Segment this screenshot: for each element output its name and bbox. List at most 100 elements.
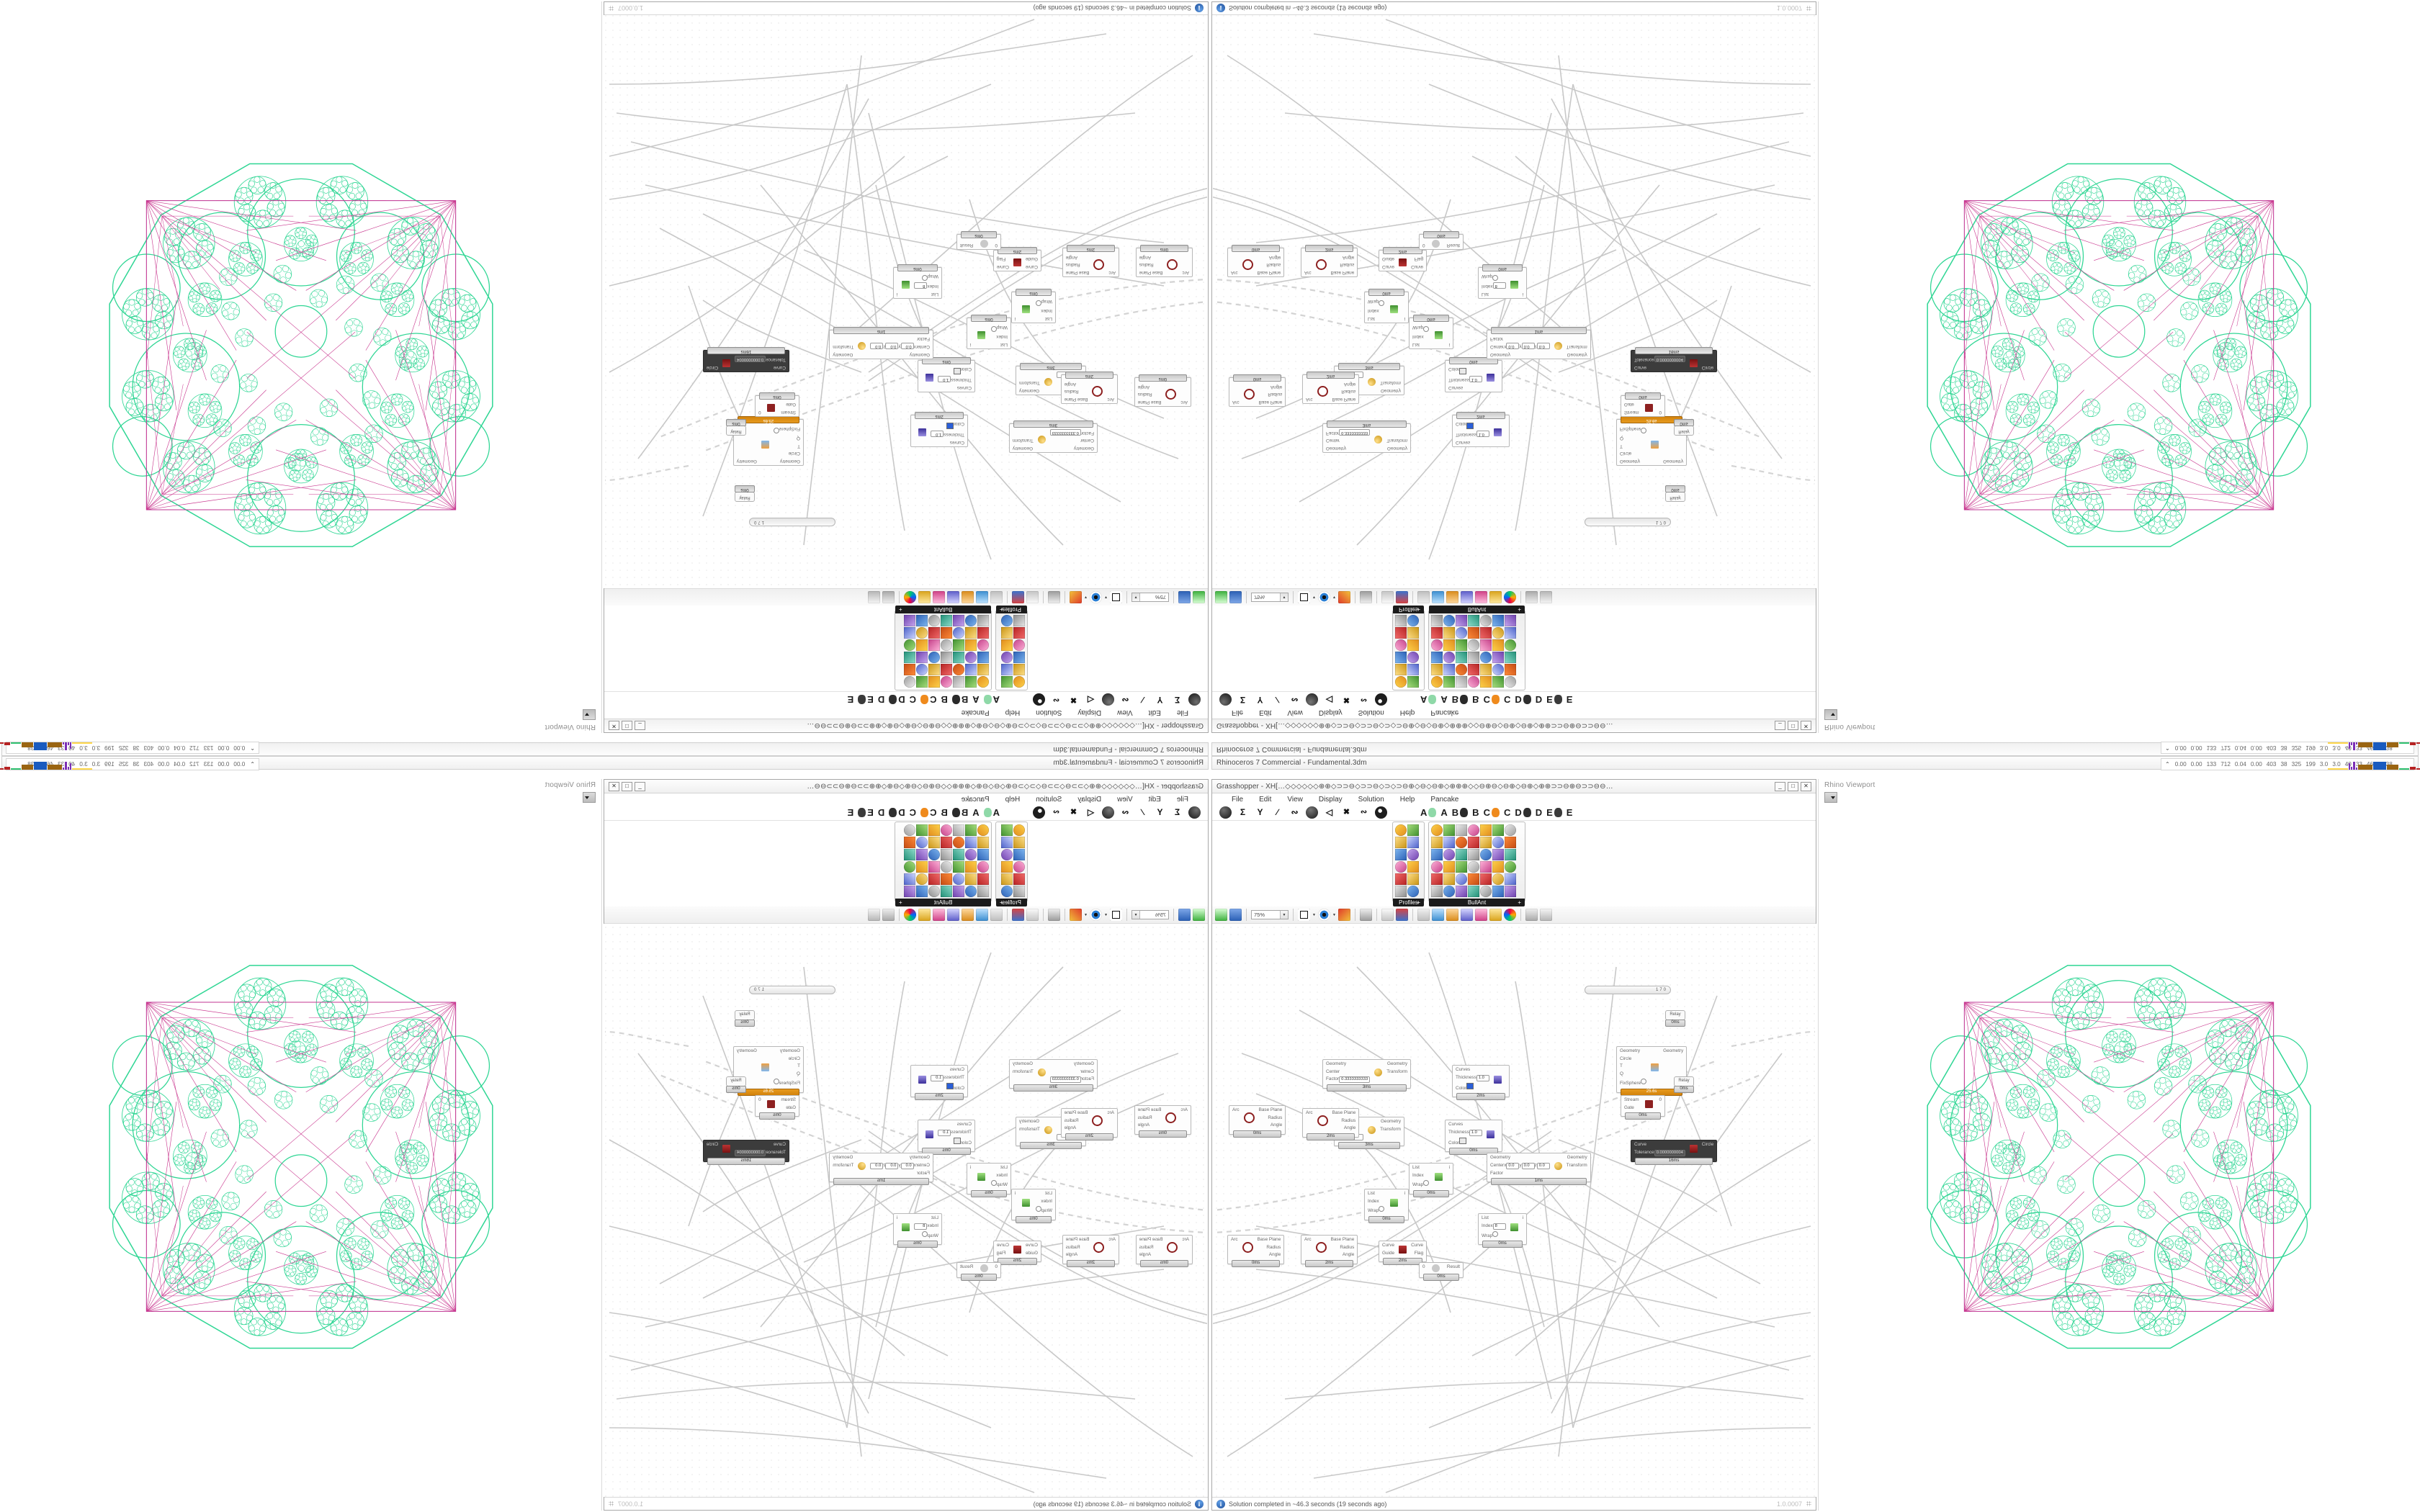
center-axis-field[interactable]: 0.0 [870, 343, 884, 350]
panel-bullant-expand-icon[interactable]: + [1518, 899, 1521, 906]
node-output-param[interactable]: Transform [1566, 1162, 1587, 1168]
preview-chevron-icon[interactable]: ▼ [1332, 912, 1336, 917]
center-axis-field[interactable]: 0.0 [1521, 343, 1535, 350]
gh-maximize-button[interactable]: □ [1788, 781, 1798, 791]
gh-minimize-button[interactable]: _ [1775, 721, 1785, 731]
bullant-icon-2-5[interactable] [916, 652, 928, 663]
relay-2[interactable]: Relay [1665, 1010, 1685, 1020]
bullant-icon-3-5[interactable] [916, 861, 928, 873]
node-output-param[interactable]: 0 [758, 410, 761, 415]
bullant-icon-0-5[interactable] [1492, 824, 1504, 836]
sketch-icon[interactable] [1359, 591, 1372, 603]
arc-deconstruct-1[interactable]: Arc Base Plane Radius Angle 0ms [1134, 1105, 1191, 1138]
bullant-icon-0-6[interactable] [904, 824, 915, 836]
chevron-down-icon[interactable]: ▼ [1132, 911, 1140, 919]
menu-item-display[interactable]: Display [1318, 708, 1343, 717]
boolean-toggle[interactable] [1492, 275, 1499, 282]
node-input-param[interactable]: Color [1448, 1137, 1482, 1147]
bullant-icon-0-0[interactable] [1431, 676, 1443, 688]
profiles-icon-4-0[interactable] [1395, 873, 1407, 885]
bullant-icon-0-6[interactable] [1505, 824, 1516, 836]
node-output-param[interactable]: Geometry [833, 1155, 853, 1160]
center-axis-field[interactable]: 0.0 [900, 1162, 914, 1169]
node-output-param[interactable]: Base Plane [1137, 1107, 1162, 1112]
node-output-param[interactable]: Result [960, 243, 974, 248]
save-document-icon[interactable] [1178, 909, 1191, 921]
bake-icon[interactable] [1070, 591, 1083, 603]
node-output-param[interactable]: Radius [1065, 1244, 1080, 1250]
rhino-viewport[interactable]: Rhino Viewport [1, 1, 602, 733]
plugin-tab-a[interactable]: A [1420, 807, 1437, 818]
plugin-tab-c[interactable]: C [1484, 694, 1500, 705]
node-input-param[interactable]: Center [1326, 437, 1370, 444]
node-input-param[interactable]: Color [938, 366, 972, 375]
profiles-icon-grid[interactable] [1395, 824, 1422, 897]
bullant-icon-3-5[interactable] [916, 639, 928, 651]
node-input-param[interactable]: Arc [1180, 399, 1188, 405]
tab-icon-curve[interactable]: ∾ [1289, 806, 1301, 819]
node-output-param[interactable]: Geometry [1567, 1155, 1587, 1160]
tab-icon-maths[interactable]: Σ [1237, 806, 1249, 819]
node-input-param[interactable]: Wrap [1368, 298, 1385, 306]
bullant-icon-1-0[interactable] [977, 837, 989, 848]
widget-search-icon[interactable] [947, 909, 960, 921]
profiles-icon-3-1[interactable] [1407, 861, 1419, 873]
node-output-param[interactable]: Transform [1012, 438, 1034, 444]
node-output-param[interactable]: Geometry [1387, 1061, 1408, 1066]
bullant-icon-1-0[interactable] [1431, 664, 1443, 675]
bullant-icon-1-0[interactable] [1431, 837, 1443, 848]
color-swatch[interactable] [953, 368, 961, 375]
node-input-param[interactable]: Center [1326, 1069, 1370, 1076]
profiles-icon-1-0[interactable] [1013, 664, 1025, 675]
node-output-param[interactable]: Base Plane [1330, 1237, 1355, 1242]
node-input-param[interactable]: Guide [1382, 256, 1394, 262]
resize-grip-icon[interactable] [1806, 6, 1811, 11]
boolean-toggle[interactable] [990, 1180, 997, 1186]
node-input-param[interactable]: Arc [1306, 1110, 1313, 1117]
node-input-param[interactable]: Arc [1232, 399, 1240, 405]
bullant-icon-4-2[interactable] [953, 873, 964, 885]
tab-icon-vector[interactable]: ∕ [1271, 806, 1283, 819]
center-axis-field[interactable]: 0.0 [1506, 343, 1520, 350]
node-input-param[interactable]: T [774, 443, 800, 449]
node-output-param[interactable]: Curve [1411, 264, 1424, 269]
bullant-icon-4-3[interactable] [1468, 873, 1479, 885]
node-input-param[interactable]: Index8 [914, 1223, 938, 1230]
node-output-param[interactable]: Geometry [1012, 446, 1033, 451]
bullant-icon-0-6[interactable] [904, 676, 915, 688]
bullant-icon-3-6[interactable] [904, 639, 915, 651]
node-input-param[interactable]: Geometry [870, 351, 930, 357]
node-input-param[interactable]: Curves [1448, 384, 1482, 390]
color-swatch[interactable] [1466, 1082, 1474, 1089]
bullant-icon-5-3[interactable] [1468, 615, 1479, 626]
node-input-param[interactable]: Arc [1304, 1237, 1312, 1243]
boolean-toggle[interactable] [1379, 300, 1385, 306]
bullant-icon-5-5[interactable] [1492, 615, 1504, 626]
node-output-param[interactable]: Angle [1270, 384, 1283, 390]
tab-icon-curve[interactable]: ∾ [1119, 806, 1131, 819]
node-output-param[interactable]: 0 [758, 1097, 761, 1102]
widget-scribble-icon[interactable] [1417, 591, 1430, 603]
node-value-field[interactable]: 1.0 [1469, 376, 1482, 383]
node-input-param[interactable]: Geometry [1326, 445, 1370, 451]
plugin-tab-a[interactable]: A [983, 807, 1000, 818]
node-input-param[interactable]: Color [1456, 420, 1489, 430]
bullant-icon-5-4[interactable] [928, 886, 940, 897]
tab-icon-curve[interactable]: ∾ [1289, 693, 1301, 706]
widget-jump-icon[interactable] [976, 909, 989, 921]
bullant-icon-3-6[interactable] [904, 861, 915, 873]
arc-deconstruct-2[interactable]: Arc Base Plane Radius Angle 2ms [1060, 1108, 1118, 1140]
bullant-icon-5-5[interactable] [916, 886, 928, 897]
node-output-param[interactable]: 0 [1659, 1097, 1662, 1102]
node-input-param[interactable]: Curves [1448, 1122, 1482, 1128]
bullant-icon-5-2[interactable] [1456, 615, 1467, 626]
profiles-icon-1-0[interactable] [1395, 664, 1407, 675]
stream-gate[interactable]: Stream Gate 0 0ms [755, 392, 799, 417]
node-input-param[interactable]: Index [991, 333, 1008, 340]
node-input-param[interactable]: Curve [1634, 1142, 1685, 1148]
